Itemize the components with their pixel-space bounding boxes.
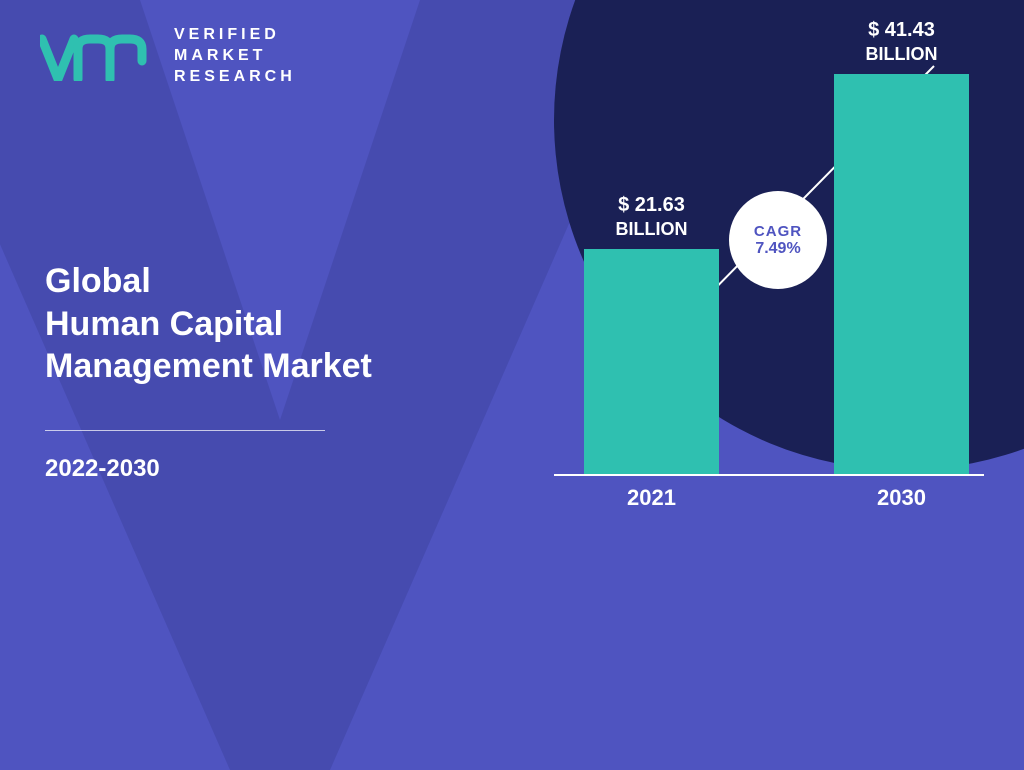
title-divider [45, 430, 325, 431]
bar-2021-unit: BILLION [584, 219, 719, 240]
bar-2021-label: $ 21.63 BILLION [584, 194, 719, 240]
cagr-value: 7.49% [755, 240, 800, 258]
bar-2021: $ 21.63 BILLION [584, 249, 719, 474]
forecast-period: 2022-2030 [45, 455, 160, 483]
title-line2: Human Capital [45, 303, 372, 346]
bar-2030-label: $ 41.43 BILLION [834, 19, 969, 65]
title-line1: Global [45, 260, 372, 303]
brand-line3: RESEARCH [174, 67, 296, 88]
brand-name: VERIFIED MARKET RESEARCH [174, 25, 296, 87]
market-chart: $ 21.63 BILLION 2021 $ 41.43 BILLION 203… [544, 36, 984, 516]
cagr-badge: CAGR 7.49% [729, 191, 827, 289]
brand-line2: MARKET [174, 46, 296, 67]
logo-mark-icon [40, 31, 160, 81]
title-line3: Management Market [45, 345, 372, 388]
report-title: Global Human Capital Management Market [45, 260, 372, 388]
bar-2021-amount: $ 21.63 [584, 194, 719, 217]
brand-logo: VERIFIED MARKET RESEARCH [40, 25, 296, 87]
bar-2030-unit: BILLION [834, 44, 969, 65]
year-2021-label: 2021 [584, 485, 719, 511]
bar-2030: $ 41.43 BILLION [834, 74, 969, 474]
brand-line1: VERIFIED [174, 25, 296, 46]
cagr-label: CAGR [754, 223, 802, 240]
bar-2030-amount: $ 41.43 [834, 19, 969, 42]
x-axis [554, 474, 984, 476]
year-2030-label: 2030 [834, 485, 969, 511]
